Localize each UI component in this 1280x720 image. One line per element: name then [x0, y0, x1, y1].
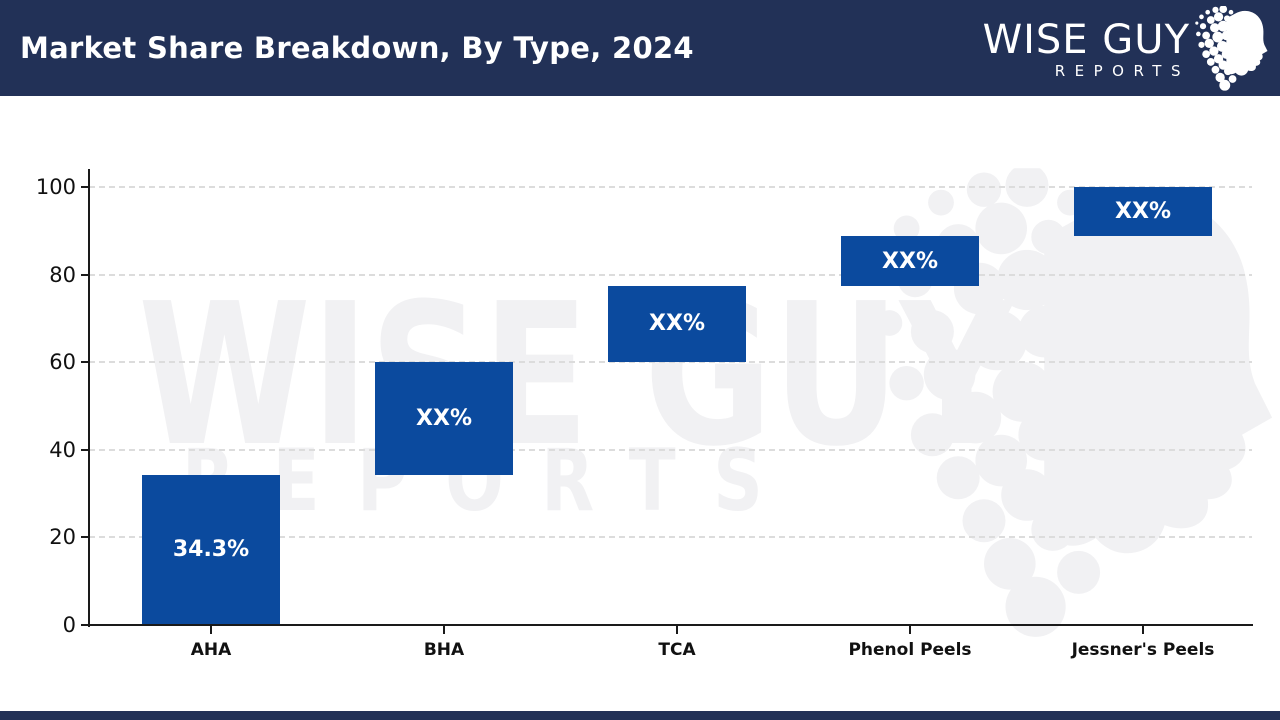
logo-reports-label: REPORTS — [1054, 61, 1190, 80]
y-axis-tick-label: 20 — [49, 525, 76, 550]
bar-value-label: XX% — [1115, 199, 1171, 225]
x-axis-line — [88, 624, 1253, 626]
logo-wiseguy-label: WISE GUY — [982, 16, 1190, 63]
y-axis-tick-label: 100 — [35, 175, 76, 199]
bar-value-label: 34.3% — [172, 537, 250, 563]
page-title: Market Share Breakdown, By Type, 2024 — [20, 31, 694, 65]
y-gridline — [89, 273, 1252, 276]
bar-bha: XX% — [375, 362, 513, 475]
x-axis-tick — [443, 626, 445, 634]
y-axis-tick — [81, 536, 89, 539]
x-axis-category-label: Phenol Peels — [848, 640, 972, 660]
bar-aha: 34.3% — [142, 474, 280, 625]
y-axis-tick — [81, 361, 89, 364]
y-axis-tick — [81, 186, 89, 188]
y-axis-tick-label: 80 — [49, 262, 76, 287]
footer-bar — [0, 711, 1280, 720]
x-axis-tick — [210, 626, 212, 634]
y-gridline — [89, 448, 1252, 451]
x-axis-category-label: Jessner's Peels — [1071, 640, 1215, 660]
y-axis-tick — [81, 448, 89, 451]
y-axis-tick-label: 60 — [49, 350, 76, 375]
y-axis-line — [88, 169, 90, 627]
bar-jessner-s-peels: XX% — [1074, 187, 1212, 237]
wiseguy-logo-text: WISE GUY REPORTS — [983, 19, 1190, 80]
x-axis-category-label: AHA — [190, 640, 232, 660]
bar-phenol-peels: XX% — [841, 236, 979, 286]
y-axis-tick-label: 40 — [49, 437, 76, 462]
bar-value-label: XX% — [649, 311, 705, 337]
header-bar: Market Share Breakdown, By Type, 2024 WI… — [0, 0, 1280, 96]
x-axis-tick — [909, 626, 911, 634]
bar-value-label: XX% — [416, 405, 472, 431]
wiseguy-head-logo-icon — [1192, 6, 1270, 93]
x-axis-tick — [676, 626, 678, 634]
y-gridline — [89, 361, 1252, 364]
x-axis-category-label: BHA — [423, 640, 465, 660]
x-axis-category-label: TCA — [658, 640, 696, 660]
bar-tca: XX% — [608, 285, 746, 363]
y-axis-tick — [81, 273, 89, 276]
bar-value-label: XX% — [882, 248, 938, 274]
x-axis-tick — [1142, 626, 1144, 634]
watermark-text-wiseguy: WISE GUY — [138, 262, 1014, 490]
wiseguy-logo: WISE GUY REPORTS — [983, 5, 1270, 93]
y-axis-tick-label: 0 — [62, 613, 76, 637]
y-axis-tick — [81, 624, 89, 626]
y-gridline — [89, 186, 1252, 188]
y-gridline — [89, 536, 1252, 539]
